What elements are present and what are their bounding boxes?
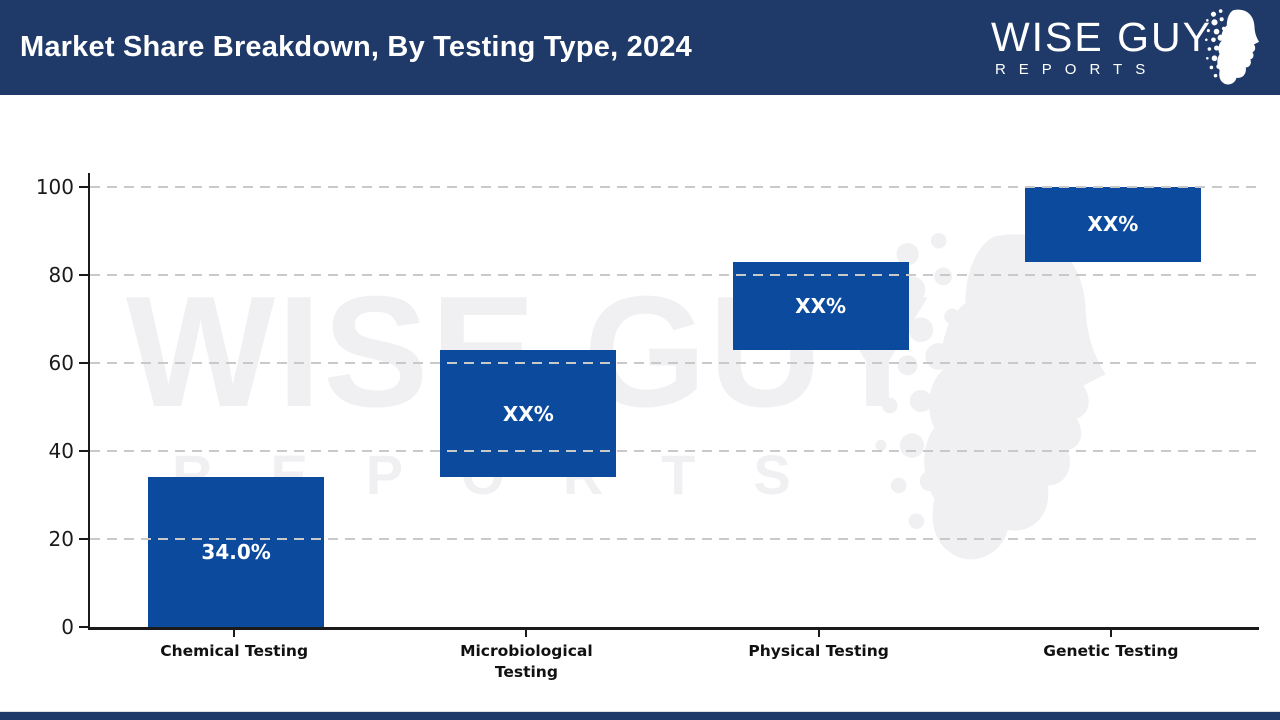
brand-name: WISE GUY (990, 14, 1212, 60)
bar-value-label: XX% (795, 293, 847, 318)
gridline-100 (90, 186, 1259, 188)
plot-area: 34.0% XX% XX% XX% (88, 173, 1259, 630)
header-bar: Market Share Breakdown, By Testing Type,… (0, 0, 1280, 95)
footer-bar (0, 711, 1280, 720)
brand-logo-text: WISE GUY REPORTS (990, 14, 1212, 79)
gridline-60 (90, 362, 1259, 364)
gridline-40 (90, 450, 1259, 452)
page-title: Market Share Breakdown, By Testing Type,… (20, 31, 692, 63)
bar-value-label: XX% (502, 401, 554, 426)
bar-2: XX% (440, 349, 617, 478)
bar-3: XX% (732, 261, 909, 350)
watermark-head-profile-icon (870, 233, 1106, 560)
brand-subname: REPORTS (994, 61, 1159, 78)
bar-4: XX% (1024, 187, 1201, 262)
gridline-80 (90, 274, 1259, 276)
head-profile-icon (1205, 8, 1260, 84)
bar-value-label: XX% (1087, 212, 1139, 237)
bar-value-label: 34.0% (201, 540, 271, 565)
bar-1: 34.0% (148, 477, 325, 627)
gridline-20 (90, 538, 1259, 540)
brand-logo: WISE GUY REPORTS (991, 7, 1266, 89)
